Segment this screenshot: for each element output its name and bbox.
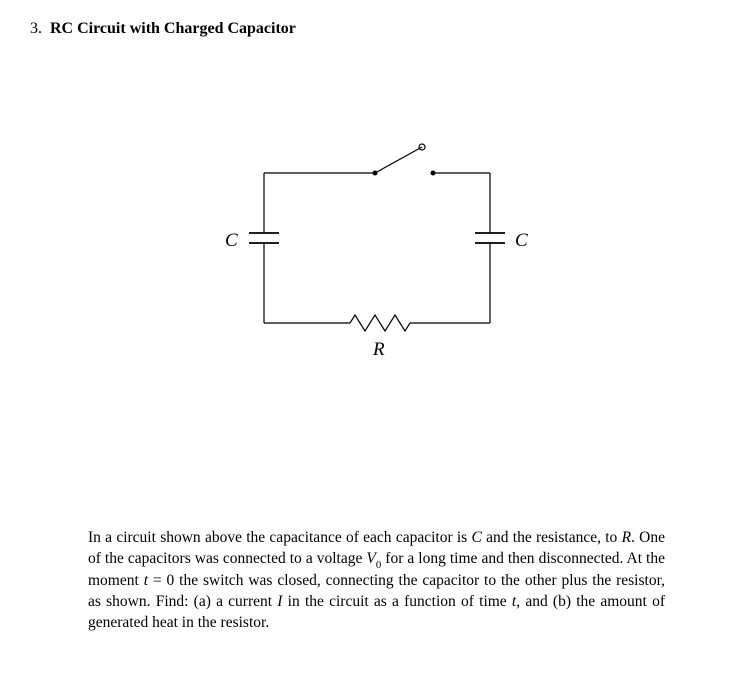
variable-v: V	[366, 550, 375, 567]
variable-c: C	[472, 529, 482, 546]
variable-r: R	[622, 529, 631, 546]
right-capacitor-label: C	[515, 230, 528, 251]
body-text-1: In a circuit shown above the capacitance…	[88, 529, 472, 546]
body-text-6: in the circuit as a function of time	[282, 593, 511, 610]
resistor-label: R	[372, 339, 385, 360]
left-capacitor-label: C	[225, 230, 238, 251]
circuit-diagram: C C R	[30, 133, 723, 361]
problem-header: 3. RC Circuit with Charged Capacitor	[30, 20, 723, 38]
body-text-2: and the resistance, to	[482, 529, 622, 546]
circuit-svg: C C R	[222, 133, 532, 361]
problem-title: RC Circuit with Charged Capacitor	[50, 20, 296, 38]
variable-v-sub: 0	[376, 559, 381, 571]
problem-body: In a circuit shown above the capacitance…	[88, 528, 665, 634]
problem-number: 3.	[30, 20, 42, 38]
